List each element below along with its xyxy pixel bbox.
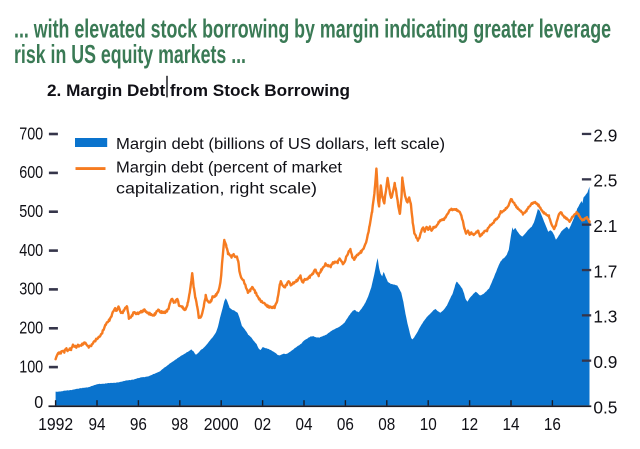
- svg-text:16: 16: [544, 414, 561, 434]
- svg-text:1.7: 1.7: [593, 261, 617, 281]
- svg-text:1992: 1992: [38, 414, 73, 434]
- svg-text:0: 0: [34, 392, 43, 412]
- svg-text:... with elevated stock borrow: ... with elevated stock borrowing by mar…: [14, 14, 611, 44]
- svg-text:10: 10: [420, 414, 437, 434]
- svg-text:300: 300: [19, 279, 43, 299]
- svg-text:Margin debt (billions of US do: Margin debt (billions of US dollars, lef…: [116, 136, 445, 153]
- svg-text:94: 94: [89, 414, 106, 434]
- svg-text:2. Margin Debt from Stock Borr: 2. Margin Debt from Stock Borrowing: [47, 82, 350, 100]
- svg-text:1.3: 1.3: [593, 307, 617, 327]
- svg-text:96: 96: [130, 414, 147, 434]
- svg-text:Margin debt (percent of market: Margin debt (percent of market: [116, 160, 343, 177]
- svg-text:98: 98: [171, 414, 188, 434]
- svg-text:2.1: 2.1: [593, 216, 617, 236]
- svg-text:12: 12: [461, 414, 478, 434]
- svg-text:2.9: 2.9: [593, 125, 617, 145]
- svg-text:risk in US equity markets ...: risk in US equity markets ...: [14, 39, 246, 69]
- svg-text:600: 600: [19, 162, 43, 182]
- svg-text:2.5: 2.5: [593, 171, 617, 191]
- svg-text:04: 04: [296, 414, 313, 434]
- svg-text:06: 06: [337, 414, 354, 434]
- svg-text:2000: 2000: [204, 414, 239, 434]
- svg-text:14: 14: [503, 414, 520, 434]
- svg-text:08: 08: [378, 414, 395, 434]
- svg-text:400: 400: [19, 240, 43, 260]
- svg-text:0.5: 0.5: [593, 397, 617, 417]
- svg-text:100: 100: [19, 356, 43, 376]
- svg-text:capitalization, right scale): capitalization, right scale): [116, 181, 317, 198]
- svg-text:0.9: 0.9: [593, 352, 617, 372]
- svg-text:700: 700: [19, 123, 43, 143]
- svg-text:500: 500: [19, 201, 43, 221]
- svg-text:02: 02: [254, 414, 271, 434]
- svg-text:200: 200: [19, 318, 43, 338]
